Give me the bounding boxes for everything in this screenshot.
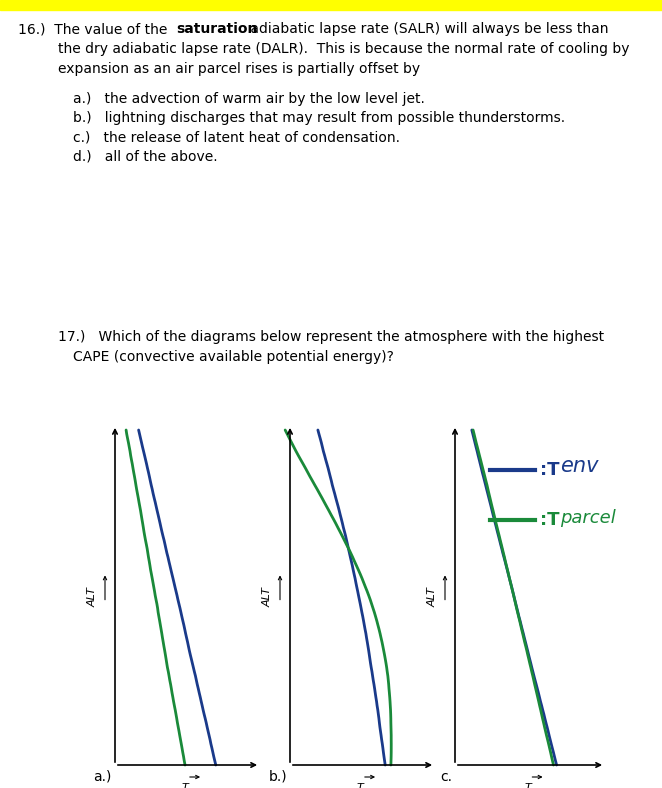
Text: b.): b.) [268, 770, 287, 784]
Text: env: env [560, 456, 598, 476]
Text: c.: c. [440, 770, 452, 784]
Text: a.)   the advection of warm air by the low level jet.: a.) the advection of warm air by the low… [73, 92, 425, 106]
Text: 17.)   Which of the diagrams below represent the atmosphere with the highest: 17.) Which of the diagrams below represe… [58, 330, 604, 344]
Text: parcel: parcel [560, 509, 616, 527]
Text: a.): a.) [93, 770, 112, 784]
Text: saturation: saturation [176, 22, 258, 36]
Text: T: T [181, 783, 189, 788]
Text: 16.)  The value of the: 16.) The value of the [18, 22, 171, 36]
Text: ALT: ALT [88, 588, 98, 608]
Text: :T: :T [540, 511, 559, 529]
Text: T: T [357, 783, 363, 788]
Text: adiabatic lapse rate (SALR) will always be less than: adiabatic lapse rate (SALR) will always … [246, 22, 608, 36]
Text: :T: :T [540, 461, 559, 479]
Text: CAPE (convective available potential energy)?: CAPE (convective available potential ene… [73, 350, 394, 364]
Text: d.)   all of the above.: d.) all of the above. [73, 149, 218, 163]
Text: ALT: ALT [263, 588, 273, 608]
Text: b.)   lightning discharges that may result from possible thunderstorms.: b.) lightning discharges that may result… [73, 111, 565, 125]
Text: c.)   the release of latent heat of condensation.: c.) the release of latent heat of conden… [73, 130, 400, 144]
Text: expansion as an air parcel rises is partially offset by: expansion as an air parcel rises is part… [58, 62, 420, 76]
Bar [0, 0, 662, 10]
Text: the dry adiabatic lapse rate (DALR).  This is because the normal rate of cooling: the dry adiabatic lapse rate (DALR). Thi… [58, 42, 630, 56]
Text: T: T [524, 783, 531, 788]
Text: ALT: ALT [428, 588, 438, 608]
